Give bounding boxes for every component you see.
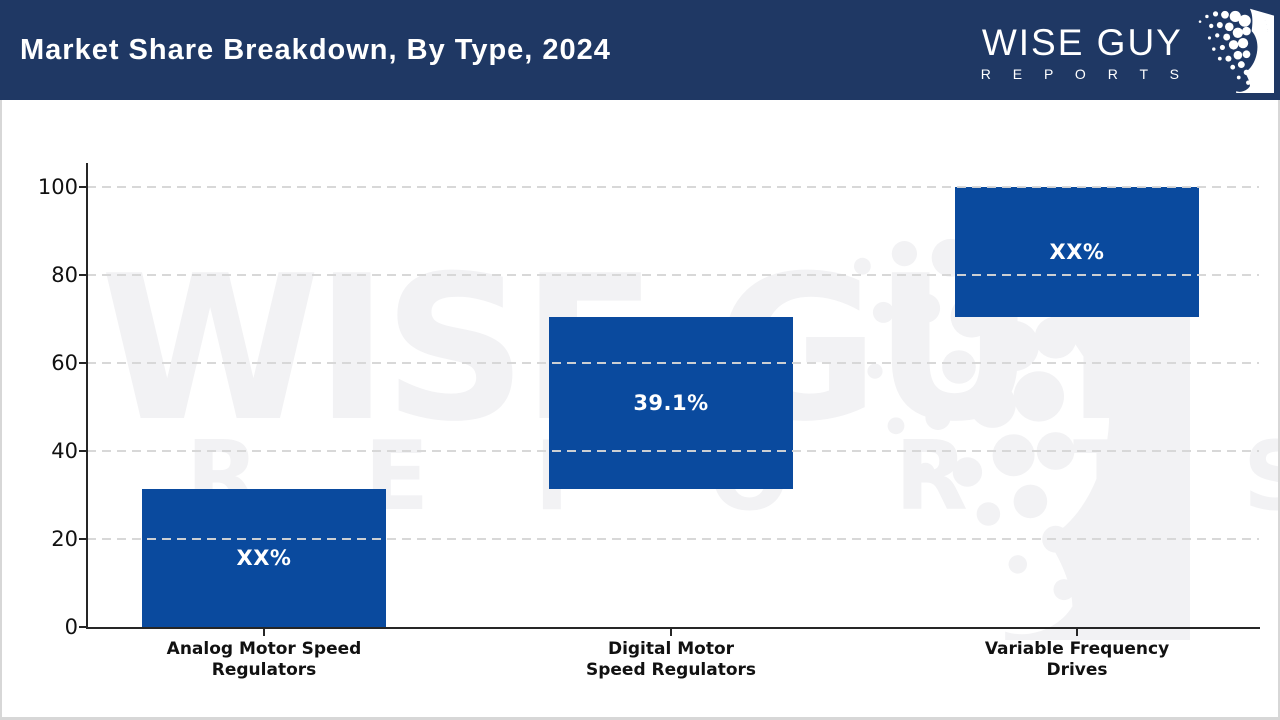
chart-title: Market Share Breakdown, By Type, 2024: [20, 33, 611, 66]
y-tick-label-80: 80: [51, 263, 78, 287]
gridline-100: [87, 186, 1259, 188]
y-tick-mark-0: [79, 626, 87, 628]
y-tick-mark-40: [79, 450, 87, 452]
category-label-1: Digital Motor Speed Regulators: [585, 639, 757, 680]
gridline-60: [87, 362, 1259, 364]
left-frame-line: [0, 100, 2, 720]
x-tick-mark-2: [1076, 629, 1078, 636]
bottom-frame-line: [0, 717, 1280, 720]
gridline-40: [87, 450, 1259, 452]
bar-value-label: XX%: [236, 545, 292, 570]
category-label-0: Analog Motor Speed Regulators: [166, 639, 362, 680]
bar-value-label: 39.1%: [633, 390, 709, 415]
right-frame-line: [1278, 100, 1280, 720]
bar-analog-motor-speed-regulators: XX%: [142, 488, 386, 627]
y-tick-mark-20: [79, 538, 87, 540]
x-axis-line: [86, 627, 1260, 629]
bar-variable-frequency-drives: XX%: [955, 187, 1199, 317]
x-tick-mark-1: [670, 629, 672, 636]
wiseguy-face-icon: [1188, 6, 1274, 94]
y-tick-label-100: 100: [37, 175, 78, 199]
y-tick-mark-60: [79, 362, 87, 364]
y-tick-label-0: 0: [64, 615, 78, 639]
gridline-80: [87, 274, 1259, 276]
y-tick-label-60: 60: [51, 351, 78, 375]
category-label-2: Variable Frequency Drives: [984, 639, 1170, 680]
bar-value-label: XX%: [1049, 239, 1105, 264]
y-tick-label-40: 40: [51, 439, 78, 463]
brand-subname: R E P O R T S: [980, 66, 1188, 82]
y-tick-mark-80: [79, 274, 87, 276]
header-bar: Market Share Breakdown, By Type, 2024 WI…: [0, 0, 1280, 100]
x-tick-mark-0: [263, 629, 265, 636]
bar-digital-motor-speed-regulators: 39.1%: [549, 316, 793, 489]
gridline-20: [87, 538, 1259, 540]
brand-name: WISE GUY: [981, 22, 1183, 63]
y-tick-label-20: 20: [51, 527, 78, 551]
y-axis-line: [86, 163, 88, 629]
y-tick-mark-100: [79, 186, 87, 188]
brand-logo: WISE GUY R E P O R T S: [977, 24, 1188, 81]
